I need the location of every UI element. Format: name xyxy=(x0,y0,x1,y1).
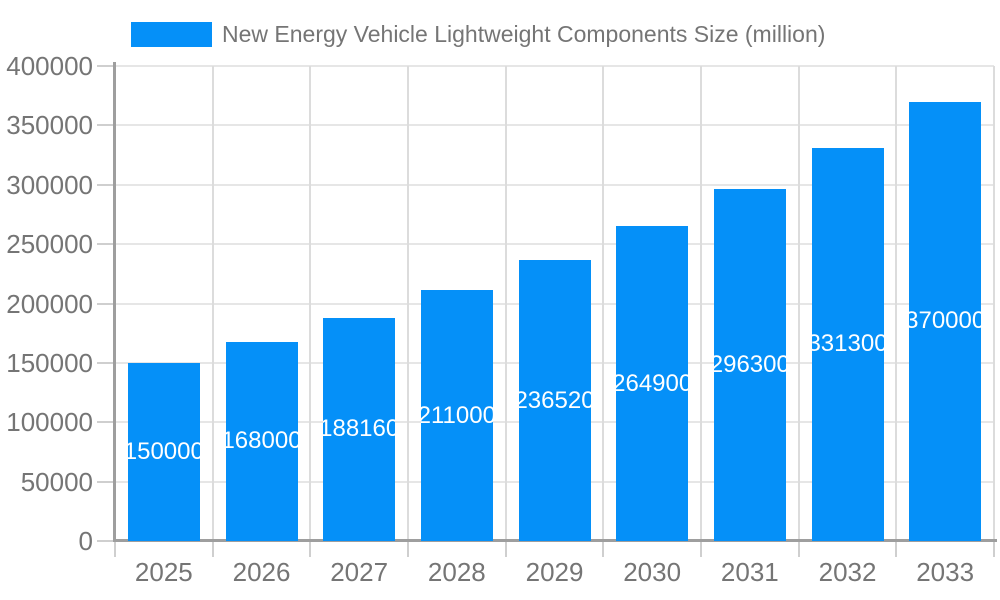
gridline-horizontal xyxy=(115,183,994,186)
bar-value-label: 150000 xyxy=(127,437,200,465)
x-tick-label: 2033 xyxy=(916,557,975,587)
bar-value-label: 236520 xyxy=(518,386,591,414)
y-axis-tick xyxy=(97,302,115,305)
bar-value-label: 296300 xyxy=(713,351,786,379)
y-tick-label: 200000 xyxy=(6,288,93,319)
x-tick-label: 2030 xyxy=(623,557,682,587)
x-axis-tick xyxy=(993,541,995,557)
x-tick-label: 2028 xyxy=(427,557,486,587)
x-axis-tick xyxy=(504,541,507,557)
y-axis-tick xyxy=(97,65,115,67)
gridline-horizontal xyxy=(115,243,994,246)
bar-value-label: 264900 xyxy=(616,369,689,397)
bar: 331300 xyxy=(811,147,884,541)
legend-swatch xyxy=(131,22,212,47)
y-tick-label: 350000 xyxy=(6,110,93,141)
x-axis-tick xyxy=(602,541,605,557)
bar-value-label: 370000 xyxy=(909,307,982,335)
y-tick-label: 50000 xyxy=(20,466,93,497)
x-axis-tick xyxy=(407,541,409,557)
bar: 168000 xyxy=(225,341,298,541)
gridline-vertical xyxy=(602,66,605,541)
legend-label: New Energy Vehicle Lightweight Component… xyxy=(222,21,826,47)
x-axis-tick xyxy=(797,541,800,557)
bar: 211000 xyxy=(420,290,493,541)
gridline-vertical xyxy=(309,66,312,541)
y-tick-label: 300000 xyxy=(6,169,93,200)
y-axis-tick xyxy=(97,421,115,424)
gridline-vertical xyxy=(993,66,995,541)
x-axis-tick xyxy=(211,541,214,557)
gridline-horizontal xyxy=(115,65,994,67)
y-axis-tick xyxy=(97,540,115,542)
x-axis-tick xyxy=(114,541,116,557)
x-axis-tick xyxy=(895,541,898,557)
bar: 370000 xyxy=(909,101,982,541)
bar-value-label: 188160 xyxy=(323,415,396,443)
gridline-vertical xyxy=(211,66,214,541)
y-axis-tick xyxy=(97,243,115,246)
x-tick-label: 2031 xyxy=(720,557,779,587)
bar: 296300 xyxy=(713,189,786,541)
y-axis-tick xyxy=(97,480,115,483)
y-axis-tick xyxy=(97,361,115,364)
gridline-vertical xyxy=(504,66,507,541)
x-tick-label: 2025 xyxy=(134,557,193,587)
y-axis-tick xyxy=(97,124,115,127)
bar-value-label: 211000 xyxy=(420,401,493,429)
gridline-vertical xyxy=(700,66,702,541)
bar: 236520 xyxy=(518,260,591,541)
y-tick-label: 250000 xyxy=(6,229,93,260)
gridline-horizontal xyxy=(115,124,994,127)
x-tick-label: 2032 xyxy=(818,557,877,587)
legend: New Energy Vehicle Lightweight Component… xyxy=(131,21,826,47)
bar-value-label: 168000 xyxy=(225,427,298,455)
bar: 150000 xyxy=(127,362,200,541)
x-axis-tick xyxy=(700,541,702,557)
y-tick-label: 150000 xyxy=(6,347,93,378)
y-tick-label: 400000 xyxy=(6,51,93,81)
x-axis-tick xyxy=(309,541,312,557)
y-tick-label: 0 xyxy=(78,526,93,556)
y-axis-tick xyxy=(97,183,115,186)
bar: 188160 xyxy=(323,317,396,541)
x-tick-label: 2027 xyxy=(330,557,389,587)
x-tick-label: 2029 xyxy=(525,557,584,587)
bar: 264900 xyxy=(616,226,689,541)
gridline-vertical xyxy=(895,66,898,541)
y-tick-label: 100000 xyxy=(6,407,93,438)
bar-value-label: 331300 xyxy=(811,330,884,358)
gridline-vertical xyxy=(797,66,800,541)
y-axis-line xyxy=(113,62,116,541)
x-tick-label: 2026 xyxy=(232,557,291,587)
gridline-vertical xyxy=(407,66,409,541)
